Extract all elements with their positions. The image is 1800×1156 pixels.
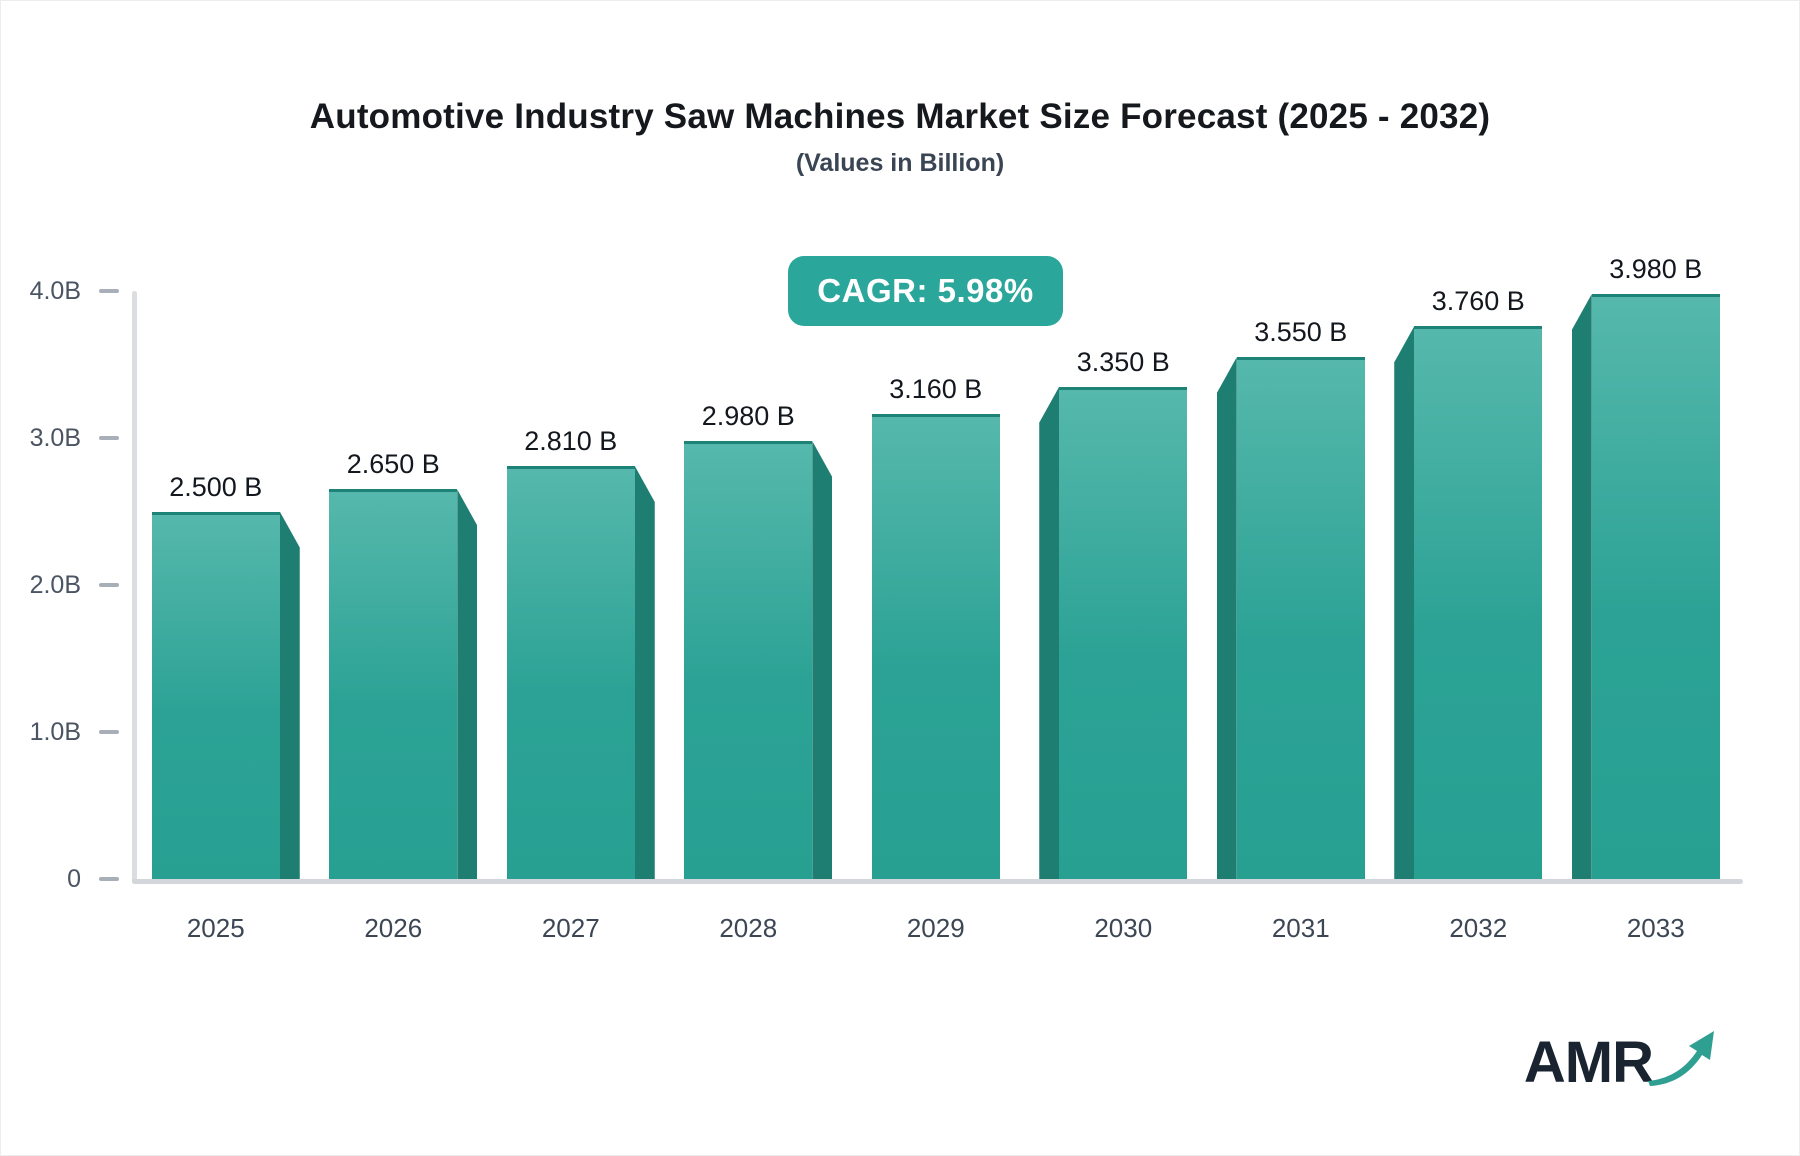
x-tick-label: 2026 (364, 913, 423, 943)
bar (1039, 386, 1188, 879)
trend-up-arrow-icon (1645, 1025, 1717, 1094)
bar (871, 414, 1000, 879)
x-tick-label: 2025 (186, 913, 245, 943)
bar-value-label: 2.500 B (169, 471, 263, 502)
y-tick-label: 0 (67, 865, 81, 893)
x-tick-label: 2029 (906, 913, 965, 943)
bar (1394, 326, 1543, 879)
chart-title: Automotive Industry Saw Machines Market … (309, 97, 1491, 136)
bar-side-shadow (1216, 357, 1237, 879)
bar (151, 511, 300, 879)
y-tick (99, 289, 119, 293)
bar-side-shadow (634, 465, 655, 879)
bar (684, 440, 833, 879)
y-tick-label: 4.0B (29, 277, 81, 305)
bar-value-label: 3.550 B (1254, 317, 1348, 348)
bar-value-label: 3.350 B (1076, 346, 1170, 377)
x-tick-label: 2033 (1626, 913, 1685, 943)
bar-face (1591, 293, 1720, 879)
bar-face (1059, 386, 1188, 879)
bar-side-shadow (279, 511, 300, 879)
y-tick-label: 3.0B (29, 424, 81, 452)
amr-logo: AMR (1524, 1029, 1717, 1096)
bar-face (1236, 357, 1365, 879)
bar-face (506, 465, 635, 879)
bar-value-label: 3.760 B (1431, 286, 1525, 317)
bar-value-label: 2.810 B (524, 425, 618, 456)
bar-value-label: 2.980 B (701, 400, 795, 431)
y-tick (99, 877, 119, 881)
bar-value-label: 2.650 B (346, 449, 440, 480)
bar-side-shadow (1571, 293, 1592, 879)
bar (329, 489, 478, 879)
y-axis-line (132, 291, 137, 884)
cagr-badge: CAGR: 5.98% (788, 256, 1063, 326)
x-tick-label: 2027 (541, 913, 600, 943)
y-tick (99, 436, 119, 440)
chart-subtitle: (Values in Billion) (795, 149, 1005, 177)
bar (1571, 293, 1720, 879)
x-tick-label: 2032 (1449, 913, 1508, 943)
bar-face (871, 414, 1000, 879)
x-axis-line (132, 879, 1743, 884)
bar-face (684, 440, 813, 879)
x-tick-label: 2031 (1271, 913, 1330, 943)
y-tick-label: 2.0B (29, 571, 81, 599)
bar-face (151, 511, 280, 879)
bar-side-shadow (812, 440, 833, 879)
y-tick (99, 730, 119, 734)
x-tick-label: 2028 (719, 913, 778, 943)
bar (1216, 357, 1365, 879)
x-tick-label: 2030 (1094, 913, 1153, 943)
bar-side-shadow (1039, 386, 1060, 879)
bar-side-shadow (1394, 326, 1415, 879)
bar-value-label: 3.980 B (1609, 253, 1703, 284)
y-tick-label: 1.0B (29, 718, 81, 746)
amr-logo-text: AMR (1523, 1030, 1654, 1095)
bar-face (329, 489, 458, 879)
y-tick (99, 583, 119, 587)
plot-area: 0 1.0B 2.0B 3.0B 4.0B 2.500 B 2025 2.650 B 2026 2… (30, 254, 1743, 943)
bar-value-label: 3.160 B (889, 374, 983, 405)
bar-side-shadow (457, 489, 478, 879)
bar-face (1414, 326, 1543, 879)
cagr-badge-label: CAGR: 5.98% (817, 272, 1034, 309)
bar (506, 465, 655, 879)
